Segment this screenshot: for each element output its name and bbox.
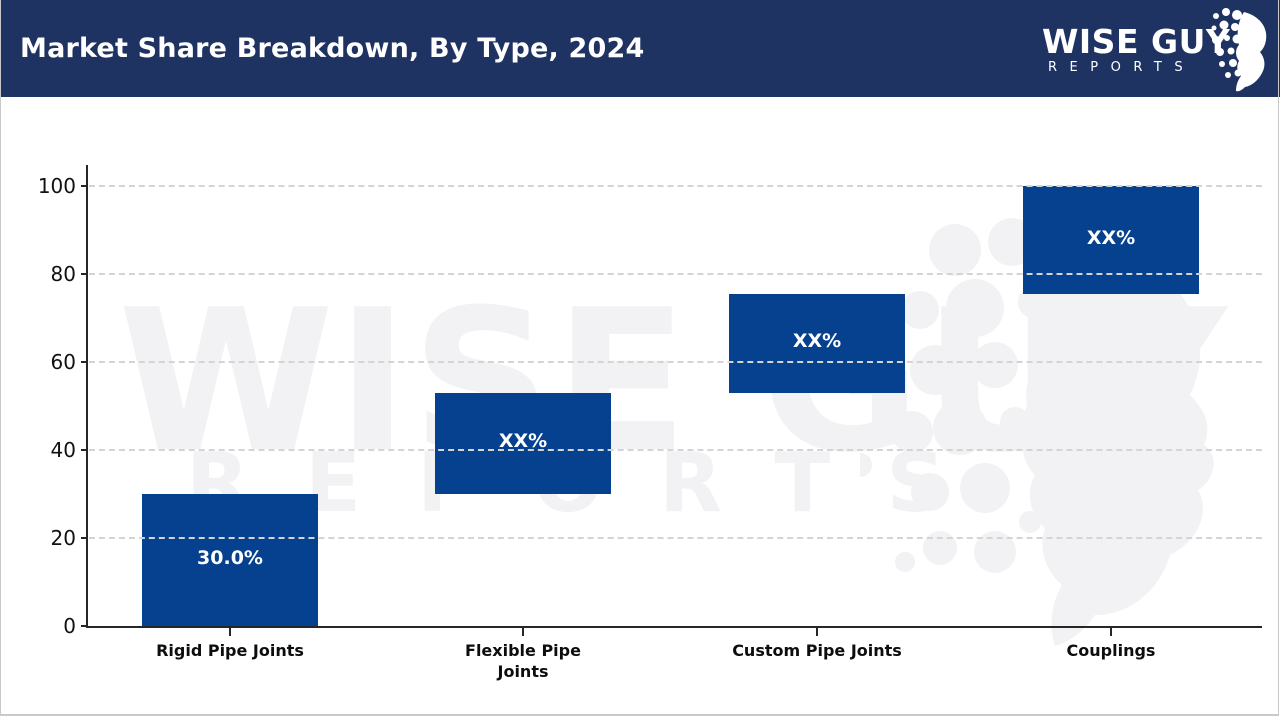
y-axis-tick-mark: [81, 625, 88, 627]
x-axis-category-label: Couplings: [1066, 641, 1156, 660]
gridline: [89, 449, 1262, 451]
bar-value-label: XX%: [792, 330, 842, 353]
x-axis-category-label: Custom Pipe Joints: [732, 641, 902, 660]
gridline: [89, 185, 1262, 187]
logo-reports-text: REPORTS: [1048, 60, 1196, 75]
bar-segment: [729, 293, 905, 393]
y-axis-tick-label: 80: [50, 262, 76, 286]
gridline: [89, 361, 1262, 363]
x-axis-tick-mark: [1110, 628, 1112, 636]
y-axis-tick-mark: [81, 361, 88, 363]
x-axis-category-label: Flexible Pipe Joints: [465, 641, 581, 681]
y-axis-tick-label: 60: [50, 350, 76, 374]
y-axis-tick-label: 40: [50, 438, 76, 462]
x-axis-tick-mark: [522, 628, 524, 636]
gridline: [89, 273, 1262, 275]
page-title: Market Share Breakdown, By Type, 2024: [20, 33, 645, 64]
y-axis-line: [86, 165, 88, 628]
brand-logo: WISE GUY REPORTS: [1008, 4, 1268, 94]
y-axis-tick-mark: [81, 537, 88, 539]
y-axis-tick-mark: [81, 273, 88, 275]
y-axis-tick-mark: [81, 185, 88, 187]
bar-value-label: XX%: [1086, 226, 1136, 249]
bar-value-label: 30.0%: [197, 547, 263, 569]
gridline: [89, 537, 1262, 539]
bar-segment: [435, 392, 611, 494]
y-axis-tick-label: 100: [37, 174, 76, 198]
x-axis-tick-mark: [229, 628, 231, 636]
watermark-wiseguy-text: WISE GUY: [118, 268, 1229, 496]
header-bar: Market Share Breakdown, By Type, 2024 WI…: [0, 0, 1280, 97]
bar-value-label: XX%: [498, 430, 548, 453]
x-axis-line: [86, 626, 1262, 628]
x-axis-tick-mark: [816, 628, 818, 636]
y-axis-tick-mark: [81, 449, 88, 451]
y-axis-tick-label: 0: [63, 614, 76, 638]
y-axis-tick-label: 20: [50, 526, 76, 550]
x-axis-category-label: Rigid Pipe Joints: [156, 641, 304, 660]
logo-wiseguy-text: WISE GUY: [1042, 22, 1231, 61]
logo-face-icon: [1211, 8, 1267, 92]
bar-segment: [142, 494, 318, 626]
